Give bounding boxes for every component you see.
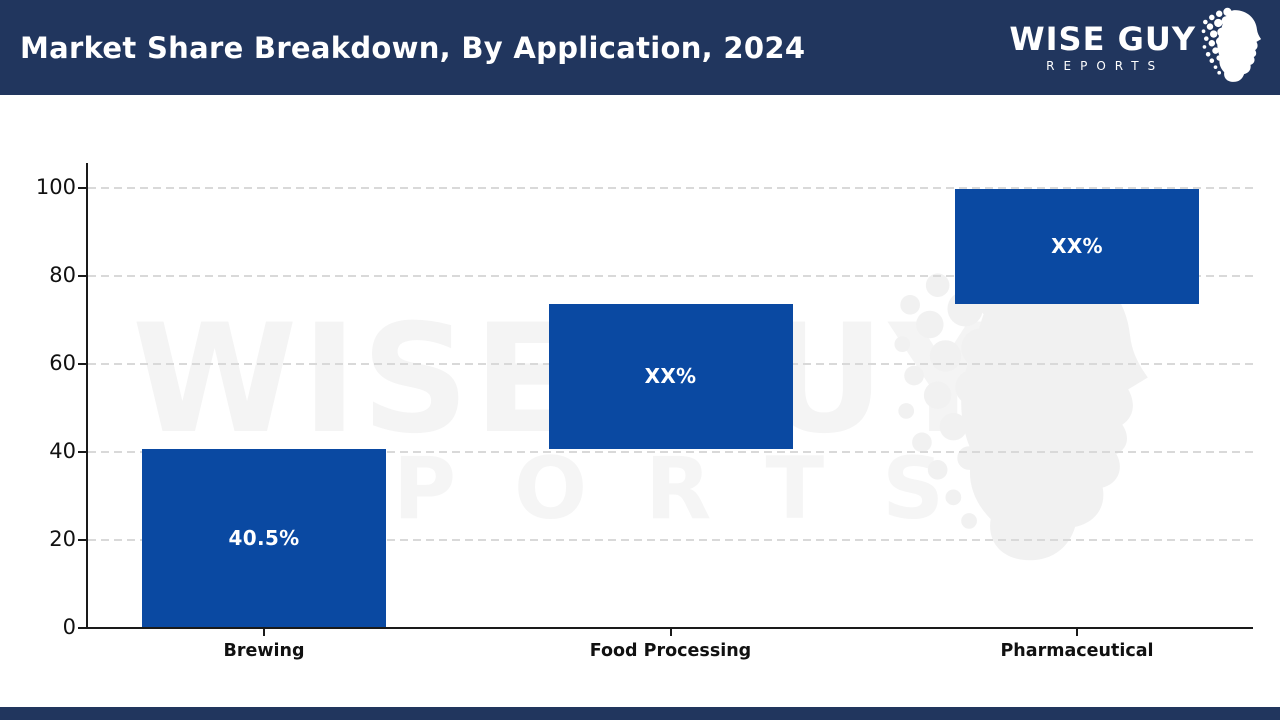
x-tick-label: Pharmaceutical bbox=[1000, 641, 1154, 661]
y-tick bbox=[78, 275, 86, 277]
x-tick-label: Brewing bbox=[223, 641, 305, 661]
y-tick-label: 20 bbox=[49, 527, 76, 551]
footer-bar bbox=[0, 707, 1280, 720]
bar-value-label: XX% bbox=[644, 364, 697, 389]
bar-value-label: 40.5% bbox=[228, 525, 300, 550]
logo-head-icon bbox=[1198, 6, 1268, 90]
y-tick-label: 100 bbox=[35, 175, 76, 199]
header: Market Share Breakdown, By Application, … bbox=[0, 0, 1280, 95]
logo-wordmark: WISE GUY bbox=[1009, 19, 1196, 58]
y-tick-label: 60 bbox=[49, 351, 76, 375]
gridline bbox=[88, 539, 1253, 541]
y-tick-label: 0 bbox=[62, 615, 76, 639]
bar-value-label: XX% bbox=[1051, 234, 1103, 259]
wise-guy-logo: WISE GUY REPORTS bbox=[1009, 6, 1268, 90]
page-title: Market Share Breakdown, By Application, … bbox=[20, 30, 806, 65]
x-tick bbox=[669, 629, 672, 636]
gridline bbox=[88, 275, 1253, 277]
y-tick bbox=[78, 451, 86, 453]
x-axis-spine bbox=[86, 627, 1253, 629]
y-tick bbox=[78, 627, 86, 629]
y-tick bbox=[78, 539, 86, 541]
bar-brewing: 40.5% bbox=[142, 448, 386, 627]
x-tick-label: Food Processing bbox=[589, 641, 752, 661]
y-tick-label: 40 bbox=[49, 439, 76, 463]
logo-text: WISE GUY REPORTS bbox=[1009, 23, 1196, 73]
gridline bbox=[88, 451, 1253, 453]
x-tick bbox=[263, 629, 265, 636]
y-tick bbox=[78, 187, 86, 189]
x-tick bbox=[1076, 629, 1078, 636]
y-axis-spine bbox=[86, 163, 88, 629]
bar-food-processing: XX% bbox=[548, 303, 793, 449]
y-tick bbox=[78, 363, 86, 365]
logo-subtitle: REPORTS bbox=[1046, 58, 1165, 73]
chart-plot-area: 0 20 40 60 80 100 40.5% Brewing XX% Food Processi… bbox=[0, 95, 1280, 708]
y-tick-label: 80 bbox=[49, 263, 76, 287]
gridline bbox=[88, 187, 1253, 189]
bar-pharmaceutical: XX% bbox=[955, 189, 1199, 304]
